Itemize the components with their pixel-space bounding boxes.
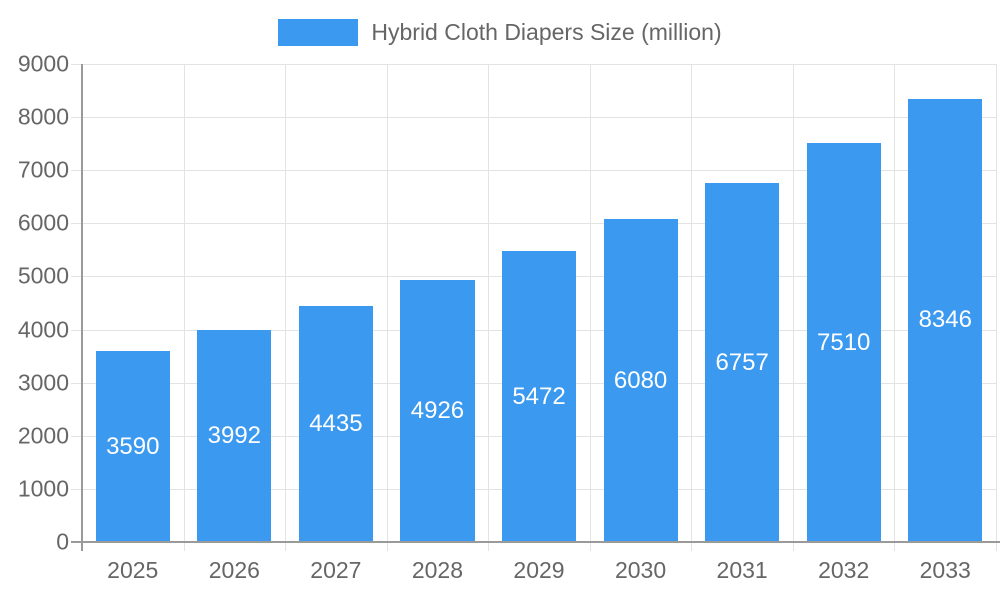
y-tick-label: 3000	[17, 369, 69, 396]
y-tick-label: 8000	[17, 103, 69, 130]
x-tick-label: 2029	[513, 557, 565, 583]
y-tick-mark	[71, 329, 82, 331]
bar: 4435	[298, 306, 373, 542]
legend-label: Hybrid Cloth Diapers Size (million)	[371, 19, 722, 45]
y-tick-mark	[71, 276, 82, 278]
chart-legend[interactable]: Hybrid Cloth Diapers Size (million)	[0, 19, 1000, 46]
h-gridline	[82, 64, 996, 65]
y-tick-label: 2000	[17, 422, 69, 449]
bar: 7510	[806, 143, 881, 542]
x-tick-label: 2025	[107, 557, 159, 583]
v-gridline	[386, 64, 388, 551]
category-cell: 4926	[387, 64, 489, 542]
y-tick-label: 1000	[17, 475, 69, 502]
category-cell: 3590	[82, 64, 184, 542]
bar-value-label: 4435	[309, 410, 363, 438]
legend-swatch-icon	[278, 19, 359, 46]
y-tick-mark	[71, 223, 82, 225]
plot-area: 3590 3992 4435 4926 5472 6080 6757 7510 8346 0 10…	[18, 51, 1000, 583]
bar-value-label: 6080	[613, 366, 668, 394]
bar: 3590	[95, 351, 170, 542]
v-gridline	[894, 64, 896, 551]
x-tick-label: 2033	[919, 557, 971, 583]
category-cell: 3992	[184, 64, 286, 542]
category-cell: 5472	[488, 64, 590, 542]
x-tick-label: 2030	[614, 557, 667, 583]
y-tick-mark	[71, 64, 82, 65]
category-cell: 4435	[285, 64, 387, 542]
bar-value-label: 8346	[918, 306, 972, 334]
bar: 4926	[400, 280, 475, 542]
bars-layer: 3590 3992 4435 4926 5472 6080 6757 7510 8346	[82, 64, 996, 542]
bar-value-label: 3590	[106, 432, 160, 460]
bar: 6080	[603, 219, 678, 542]
y-tick-mark	[71, 488, 82, 490]
category-cell: 8346	[895, 64, 997, 542]
h-gridline	[82, 223, 996, 225]
v-gridline	[792, 64, 794, 551]
h-gridline	[82, 170, 996, 172]
h-gridline	[82, 117, 996, 119]
x-tick-label: 2027	[310, 557, 362, 583]
x-tick-label: 2026	[208, 557, 260, 583]
v-gridline	[589, 64, 591, 551]
bar: 3992	[197, 329, 272, 542]
x-tick-label: 2032	[818, 557, 870, 583]
category-cell: 6757	[691, 64, 793, 542]
y-tick-label: 9000	[17, 50, 69, 77]
bar-value-label: 5472	[512, 382, 566, 410]
v-gridline	[488, 64, 490, 551]
v-gridline	[691, 64, 693, 551]
y-tick-mark	[71, 435, 82, 437]
category-cell: 6080	[590, 64, 692, 542]
x-tick-label: 2031	[716, 557, 768, 583]
y-tick-mark	[71, 117, 82, 119]
bar: 6757	[705, 183, 780, 542]
category-cell: 7510	[793, 64, 895, 542]
bar-value-label: 6757	[715, 348, 769, 376]
bar: 8346	[908, 98, 983, 542]
y-tick-label: 7000	[17, 156, 69, 183]
bar-value-label: 4926	[410, 397, 465, 425]
x-axis-line	[71, 541, 1000, 543]
v-gridline	[996, 64, 997, 551]
v-gridline	[183, 64, 185, 551]
y-tick-mark	[71, 170, 82, 172]
bar: 5472	[501, 251, 577, 542]
bar-value-label: 3992	[207, 421, 262, 449]
y-tick-mark	[71, 382, 82, 384]
y-tick-label: 6000	[17, 209, 69, 236]
y-tick-label: 4000	[17, 316, 69, 343]
bar-value-label: 7510	[817, 328, 871, 356]
x-tick-label: 2028	[411, 557, 464, 583]
v-gridline	[285, 64, 287, 551]
y-tick-label: 5000	[17, 262, 69, 289]
y-tick-label: 0	[56, 528, 69, 555]
y-axis-line	[81, 64, 83, 551]
